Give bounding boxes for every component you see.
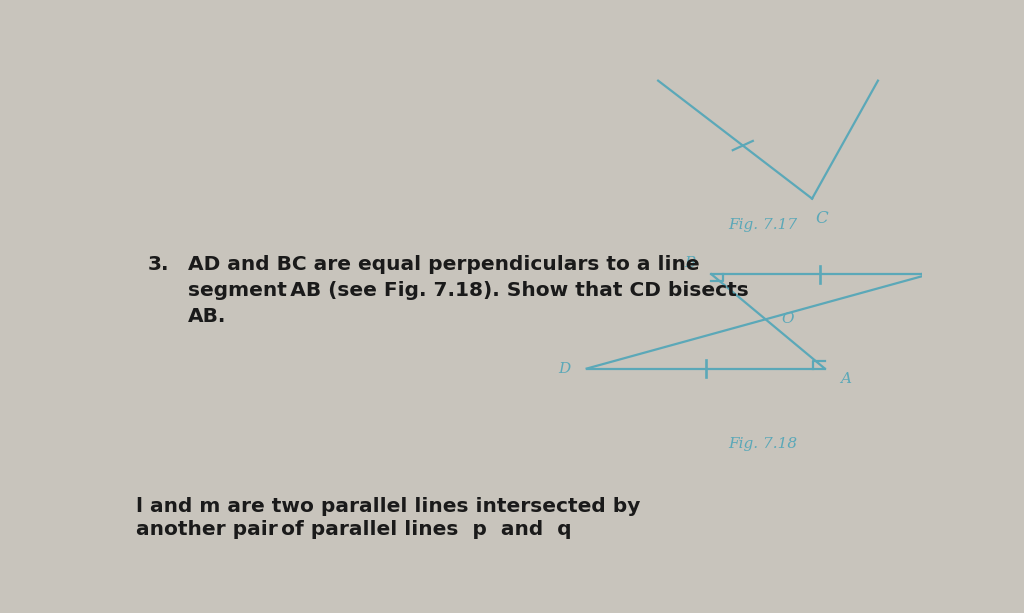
Text: C: C (920, 267, 932, 281)
Text: Fig. 7.17: Fig. 7.17 (728, 218, 798, 232)
Text: segment AB (see Fig. 7.18). Show that CD bisects: segment AB (see Fig. 7.18). Show that CD… (187, 281, 749, 300)
Text: 3.: 3. (147, 255, 169, 274)
Text: another pair of parallel lines  p  and  q: another pair of parallel lines p and q (136, 520, 571, 539)
Text: Fig. 7.18: Fig. 7.18 (728, 437, 798, 451)
Text: AB.: AB. (187, 307, 226, 326)
Text: C: C (815, 210, 828, 227)
Text: D: D (558, 362, 570, 376)
Text: B: B (684, 256, 695, 270)
Text: A: A (841, 372, 852, 386)
Text: l and m are two parallel lines intersected by: l and m are two parallel lines intersect… (136, 497, 640, 516)
Text: O: O (781, 312, 794, 326)
Text: AD and BC are equal perpendiculars to a line: AD and BC are equal perpendiculars to a … (187, 255, 699, 274)
